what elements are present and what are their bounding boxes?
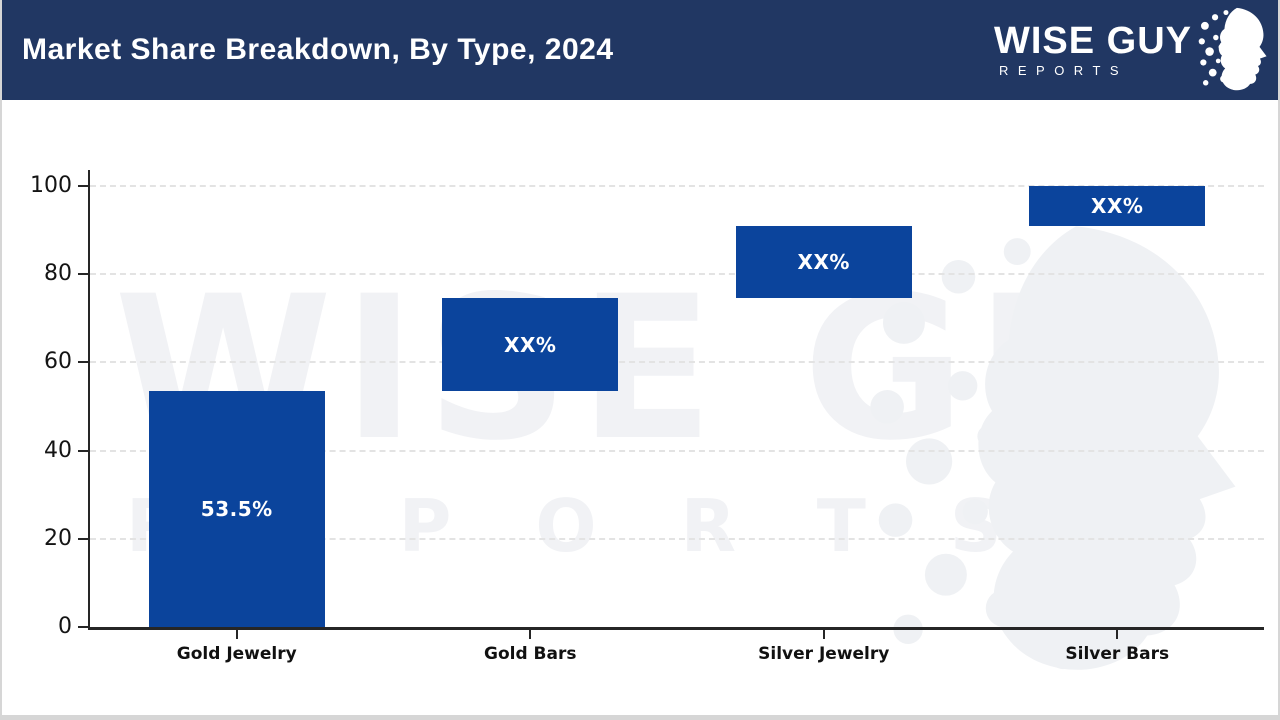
header-bar: Market Share Breakdown, By Type, 2024 WI… [2,0,1278,100]
gridline-100 [90,185,1264,187]
bar-gold-jewelry: 53.5% [148,391,325,627]
bar-value-label: XX% [1091,193,1144,218]
x-tick-label-gold-bars: Gold Bars [484,644,577,664]
x-tick-mark [822,630,825,639]
y-tick-mark [78,273,88,276]
gridline-40 [90,449,1264,452]
y-tick-label: 0 [58,614,72,639]
x-tick-label-silver-bars: Silver Bars [1065,644,1170,664]
bar-value-label: XX% [504,332,557,357]
x-tick-label-silver-jewelry: Silver Jewelry [758,644,890,664]
bar-silver-jewelry: XX% [735,225,912,299]
x-tick-mark [529,630,532,639]
wise-guy-logo: WISE GUY REPORTS [994,4,1272,96]
bar-silver-bars: XX% [1029,186,1206,226]
y-tick-mark [78,185,88,187]
y-tick-mark [78,626,88,628]
y-tick-mark [78,361,88,364]
logo-wordmark: WISE GUY [993,20,1192,62]
y-axis-line [88,170,90,630]
y-tick-mark [78,537,88,540]
x-tick-mark [235,630,238,639]
y-tick-mark [78,449,88,452]
page-title: Market Share Breakdown, By Type, 2024 [22,33,614,66]
chart-area: WISE GU REPORTS 0 20 40 60 80 100 53.5% Gold Je… [2,100,1278,715]
gridline-80 [90,273,1264,276]
x-tick-label-gold-jewelry: Gold Jewelry [176,644,297,664]
logo-face-icon [1194,6,1272,94]
y-tick-label: 40 [44,437,72,463]
gridline-60 [90,361,1264,364]
gridline-20 [90,537,1264,540]
bar-value-label: 53.5% [200,497,273,522]
logo-text: WISE GUY REPORTS [994,22,1192,78]
logo-subtext: REPORTS [998,63,1129,78]
bar-gold-bars: XX% [442,298,619,392]
plot-area: 0 20 40 60 80 100 53.5% Gold Jewelry XX% Gold Bar… [2,100,1278,715]
y-tick-label: 60 [44,349,72,375]
x-tick-mark [1116,630,1119,639]
y-tick-label: 80 [44,261,72,287]
y-tick-label: 100 [30,173,72,198]
y-tick-label: 20 [44,525,72,551]
x-axis-line [88,627,1264,630]
bar-value-label: XX% [797,250,850,275]
